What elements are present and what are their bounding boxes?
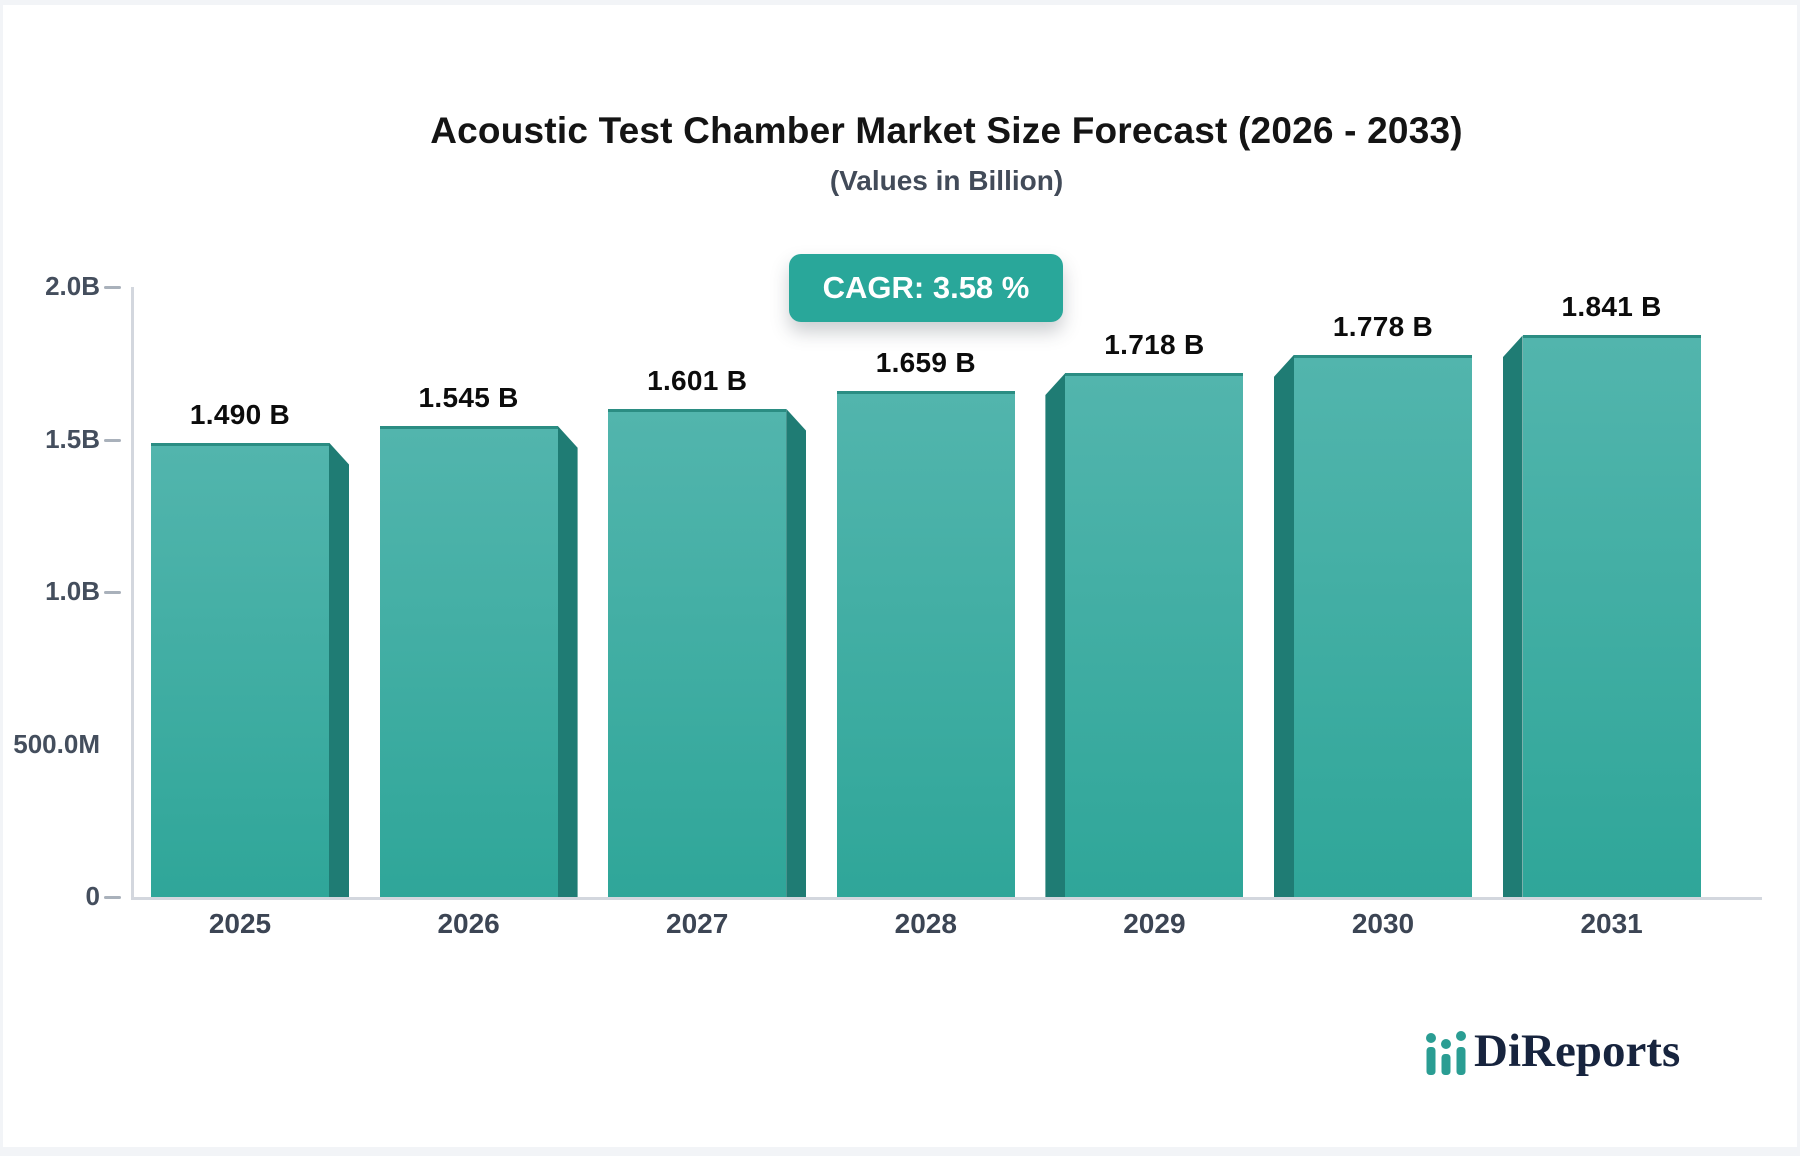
bar-2030 — [1294, 354, 1472, 897]
bar-value-label: 1.659 B — [875, 347, 976, 378]
bar-value-label: 1.718 B — [1104, 329, 1205, 360]
bar-value-label: 1.841 B — [1561, 291, 1662, 323]
y-axis-tick-mark — [104, 591, 121, 594]
y-axis-tick-mark — [104, 896, 121, 899]
y-axis-tick-label: 500.0M — [13, 728, 100, 759]
x-axis-label-2031: 2031 — [1580, 908, 1643, 939]
chart-subtitle: (Values in Billion) — [829, 165, 1064, 196]
chart-title: Acoustic Test Chamber Market Size Foreca… — [430, 110, 1463, 151]
x-axis-label-2027: 2027 — [666, 908, 729, 939]
y-axis-tick-label: 2.0B — [45, 271, 100, 301]
bar-value-label: 1.545 B — [418, 381, 519, 413]
x-axis-line — [131, 897, 1762, 900]
bar-value-label: 1.601 B — [647, 364, 748, 396]
y-axis-tick-label: 1.5B — [45, 423, 100, 454]
bar-2026-side-face — [557, 425, 578, 897]
bar-2027 — [608, 408, 787, 897]
bar-2031-side-face — [1502, 335, 1523, 897]
x-axis-label-2026: 2026 — [437, 908, 500, 939]
x-axis-label-2029: 2029 — [1123, 908, 1186, 939]
y-axis-tick-mark — [104, 438, 121, 442]
bar-2029 — [1065, 373, 1244, 897]
x-axis-label-2028: 2028 — [894, 908, 957, 939]
direports-logo: DiReports — [1424, 1028, 1680, 1075]
cagr-badge: CAGR: 3.58 % — [789, 254, 1063, 322]
y-axis-tick-label: 0 — [85, 881, 100, 911]
bar-2030-side-face — [1274, 354, 1294, 897]
x-axis-label-2030: 2030 — [1351, 908, 1415, 939]
bar-2025 — [151, 442, 329, 897]
logo-text: DiReports — [1474, 1025, 1681, 1077]
bar-2029-side-face — [1045, 373, 1066, 897]
x-axis-label-2025: 2025 — [208, 908, 272, 939]
bar-2031 — [1522, 335, 1701, 897]
y-axis-tick-mark — [104, 286, 121, 289]
bar-2025-side-face — [329, 442, 349, 897]
bar-value-label: 1.778 B — [1332, 310, 1434, 342]
bar-2027-side-face — [786, 408, 807, 897]
y-axis-tick-label: 1.0B — [45, 576, 100, 606]
bar-2028 — [836, 391, 1015, 897]
y-axis-line — [131, 287, 134, 900]
bar-value-label: 1.490 B — [189, 398, 291, 430]
logo-icon — [1426, 1031, 1466, 1075]
bar-2026 — [379, 425, 558, 897]
